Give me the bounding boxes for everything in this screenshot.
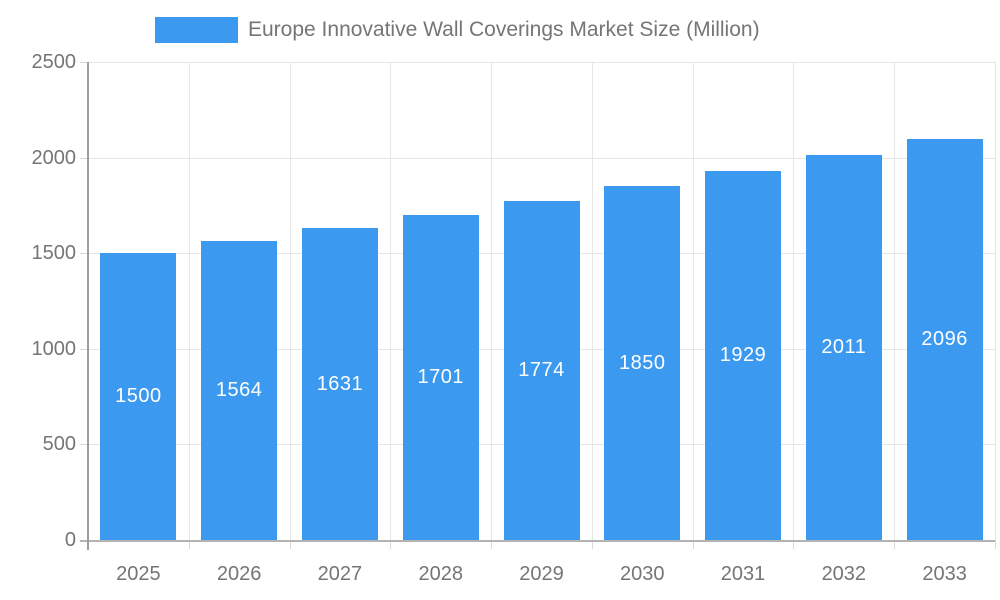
gridline-vertical — [692, 62, 694, 540]
x-axis-tick-label: 2029 — [519, 563, 564, 585]
legend-swatch — [155, 17, 238, 43]
bar-value-label: 1564 — [215, 378, 263, 401]
x-axis-tick-label: 2025 — [116, 563, 161, 585]
gridline-vertical — [289, 62, 291, 540]
y-axis-tick-label: 0 — [64, 529, 76, 551]
bar-2033: 2096 — [906, 139, 983, 540]
y-axis-tick-label: 2500 — [31, 51, 77, 73]
y-axis-tick — [80, 348, 88, 350]
y-axis-tick — [80, 444, 88, 446]
x-axis-tick-label: 2027 — [317, 563, 363, 585]
x-axis-tick — [995, 540, 996, 549]
x-axis-tick — [188, 540, 190, 549]
legend: Europe Innovative Wall Coverings Market … — [155, 17, 760, 43]
gridline-vertical — [491, 62, 493, 540]
bar-2032: 2011 — [805, 155, 882, 540]
y-axis-tick — [80, 62, 88, 63]
bar-2031: 1929 — [705, 171, 782, 540]
x-axis-tick — [390, 540, 392, 549]
gridline-vertical — [591, 62, 593, 540]
gridline-vertical — [188, 62, 190, 540]
gridline-horizontal — [88, 157, 995, 159]
bar-2028: 1701 — [402, 214, 479, 540]
y-axis-tick — [80, 157, 88, 159]
gridline-horizontal — [88, 62, 995, 63]
bar-value-label: 1774 — [518, 358, 565, 381]
x-axis-tick-label: 2030 — [620, 563, 665, 585]
bar-value-label: 1929 — [719, 344, 767, 367]
bar-value-label: 1850 — [619, 351, 666, 374]
bar-2025: 1500 — [100, 253, 177, 540]
bar-2026: 1564 — [201, 240, 278, 540]
bar-2029: 1774 — [503, 200, 580, 540]
x-axis-tick-label: 2032 — [821, 563, 867, 585]
legend-label: Europe Innovative Wall Coverings Market … — [248, 18, 760, 41]
bar-value-label: 2096 — [921, 328, 968, 351]
gridline-vertical — [995, 62, 996, 540]
y-axis-tick-label: 500 — [42, 433, 76, 456]
x-axis-tick-label: 2028 — [418, 563, 463, 585]
x-axis-tick — [692, 540, 694, 549]
x-axis-tick — [591, 540, 593, 549]
x-axis-tick — [793, 540, 795, 549]
y-axis-tick-label: 2000 — [31, 146, 77, 169]
y-axis-tick — [80, 253, 88, 255]
bar-value-label: 1500 — [115, 385, 162, 408]
bar-value-label: 1701 — [417, 365, 464, 388]
bar-value-label: 1631 — [316, 372, 364, 395]
y-axis-line — [87, 62, 89, 550]
gridline-vertical — [390, 62, 392, 540]
x-axis-tick — [894, 540, 896, 549]
gridline-vertical — [894, 62, 896, 540]
x-axis-tick-label: 2031 — [720, 563, 766, 585]
bar-2030: 1850 — [604, 186, 681, 540]
gridline-vertical — [793, 62, 795, 540]
x-axis-tick-label: 2033 — [922, 563, 967, 585]
bar-value-label: 2011 — [821, 336, 867, 359]
y-axis-tick-label: 1500 — [31, 242, 77, 265]
x-axis-tick — [491, 540, 493, 549]
bar-2027: 1631 — [301, 228, 378, 540]
x-axis-tick — [289, 540, 291, 549]
y-axis-tick-label: 1000 — [31, 337, 77, 360]
x-axis-line — [80, 540, 995, 542]
x-axis-tick-label: 2026 — [216, 563, 262, 585]
